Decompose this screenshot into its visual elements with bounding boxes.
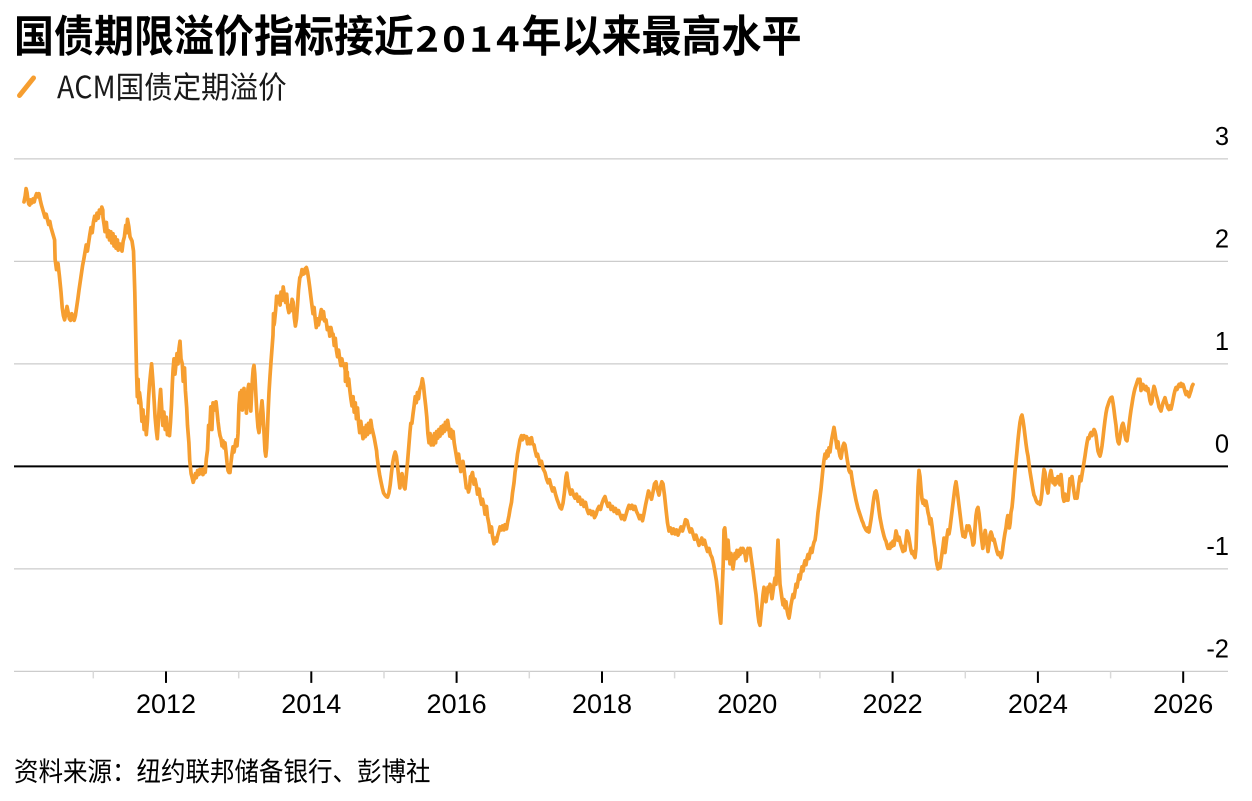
svg-text:-1: -1 [1206,533,1229,561]
svg-text:2018: 2018 [572,689,632,719]
svg-text:2012: 2012 [136,689,196,719]
svg-text:2014: 2014 [281,689,341,719]
svg-text:2016: 2016 [427,689,487,719]
svg-text:2026: 2026 [1153,689,1213,719]
svg-text:0: 0 [1215,430,1229,458]
svg-text:2022: 2022 [863,689,923,719]
svg-text:1: 1 [1215,328,1229,356]
svg-text:-2: -2 [1206,635,1229,663]
svg-text:2020: 2020 [717,689,777,719]
svg-text:3: 3 [1215,123,1229,151]
svg-text:2: 2 [1215,225,1229,253]
svg-text:2024: 2024 [1008,689,1068,719]
